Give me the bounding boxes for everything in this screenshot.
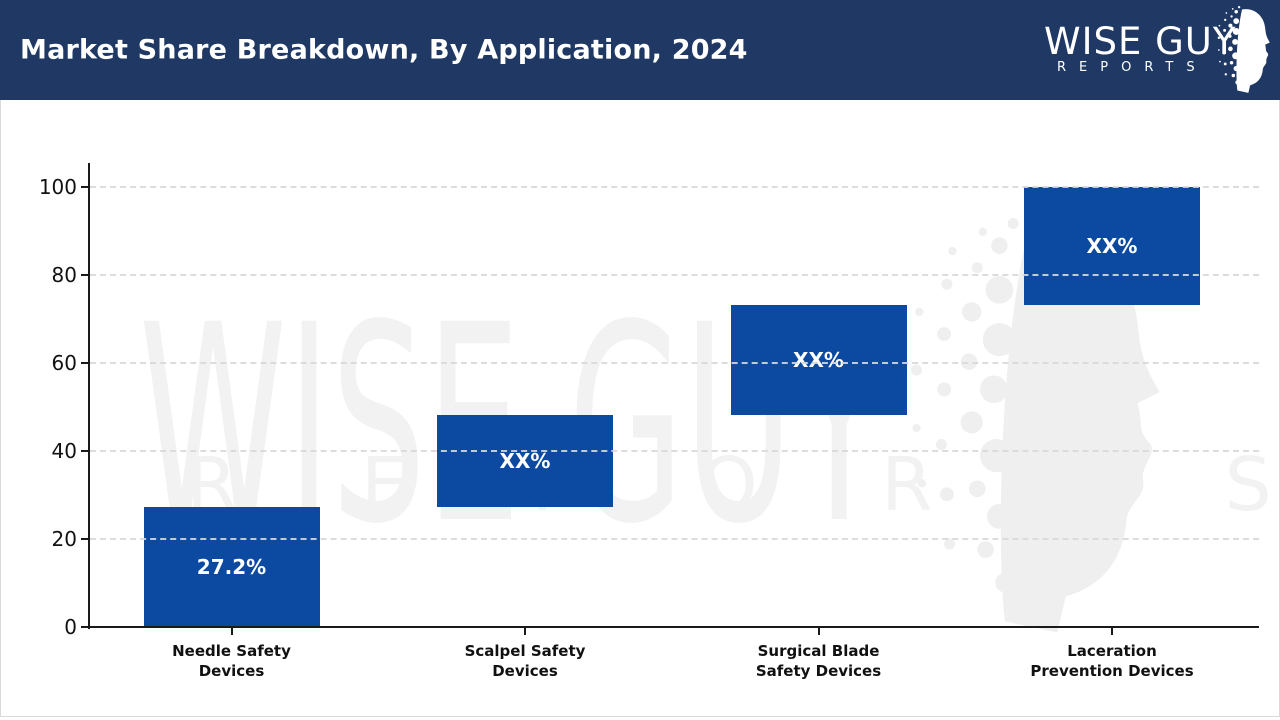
- market-share-bar: XX%: [730, 304, 907, 415]
- chart-canvas: WISE GUY R E P O R T S 0 20 40 60 80 100 27.2%…: [0, 100, 1280, 717]
- gridline: [90, 274, 1259, 276]
- y-axis-tick-label: 20: [51, 527, 77, 551]
- bar-value-label: XX%: [793, 347, 844, 372]
- y-axis-tick: [81, 186, 89, 188]
- y-axis-tick: [81, 450, 89, 452]
- y-axis-tick-label: 0: [64, 615, 77, 639]
- bar-value-label: XX%: [1086, 233, 1138, 258]
- x-axis-tick: [1111, 628, 1113, 635]
- y-axis-tick: [81, 626, 89, 628]
- gridline: [90, 362, 1259, 364]
- brand-subname: REPORTS: [1057, 60, 1208, 75]
- y-axis-tick-label: 80: [51, 263, 77, 287]
- x-axis-category-label: Scalpel Safety Devices: [464, 642, 586, 680]
- market-share-bar: XX%: [437, 414, 613, 508]
- chart-title: Market Share Breakdown, By Application, …: [20, 34, 748, 66]
- bar-value-label: 27.2%: [196, 555, 267, 580]
- wise-guy-face-icon: [1217, 6, 1270, 93]
- brand-name: WISE GUY: [1044, 20, 1237, 63]
- gridline: [90, 186, 1259, 188]
- gridline: [90, 538, 1259, 540]
- y-axis-tick: [81, 538, 89, 540]
- y-axis-tick-label: 100: [38, 175, 77, 199]
- y-axis-tick-label: 60: [51, 351, 77, 375]
- x-axis-category-label: Needle Safety Devices: [172, 642, 291, 680]
- x-axis-tick: [230, 628, 233, 635]
- bar-value-label: XX%: [499, 449, 551, 474]
- market-share-bar: XX%: [1024, 187, 1200, 305]
- y-axis-tick-label: 40: [51, 439, 77, 463]
- y-axis-tick: [81, 362, 89, 364]
- brand-logo: WISE GUY REPORTS: [1020, 0, 1280, 100]
- x-axis-line: [88, 626, 1259, 628]
- x-axis-tick: [817, 628, 820, 635]
- plot-area: 0 20 40 60 80 100 27.2% Needle Safety Devices XX…: [1, 100, 1279, 716]
- market-share-bar: 27.2%: [143, 507, 320, 627]
- y-axis-line: [88, 163, 90, 629]
- gridline: [90, 450, 1259, 452]
- x-axis-category-label: Laceration Prevention Devices: [1030, 642, 1194, 680]
- x-axis-category-label: Surgical Blade Safety Devices: [755, 642, 882, 680]
- y-axis-tick: [81, 274, 89, 276]
- x-axis-tick: [524, 628, 526, 635]
- header-banner: Market Share Breakdown, By Application, …: [0, 0, 1280, 100]
